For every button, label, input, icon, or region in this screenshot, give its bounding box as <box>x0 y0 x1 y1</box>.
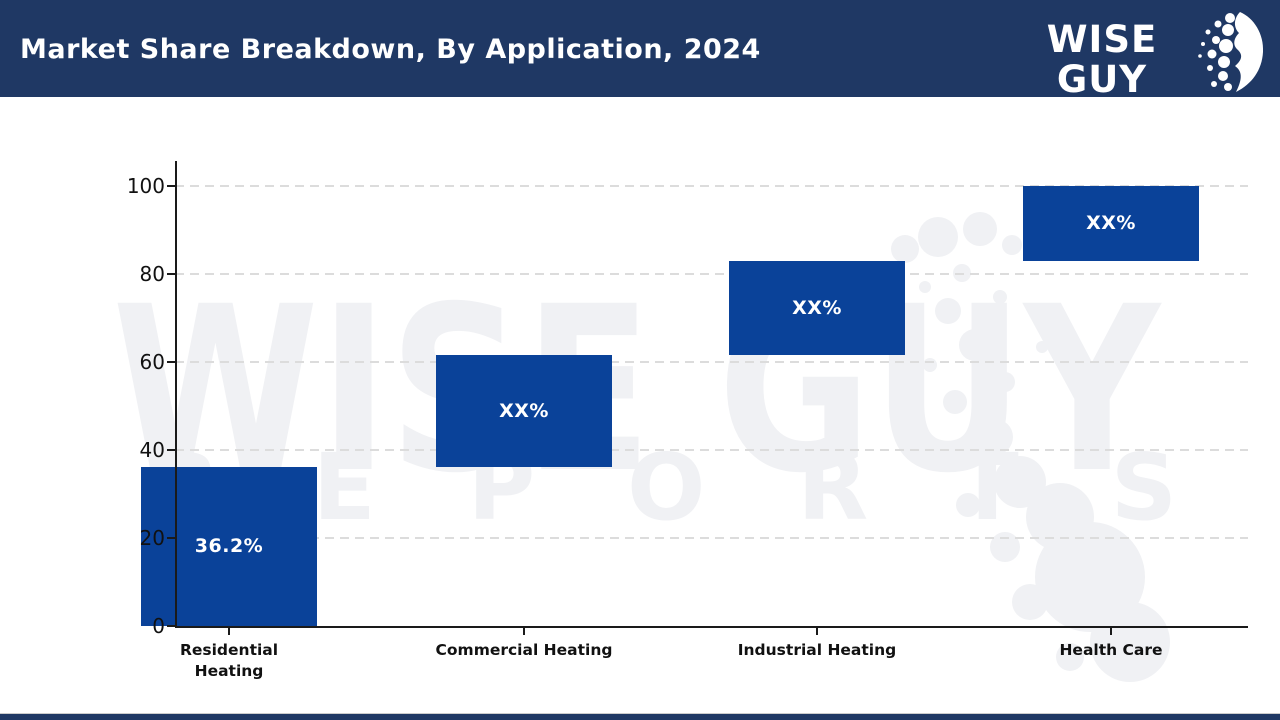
bar-segment-3: XX% <box>729 260 905 355</box>
gridline-100 <box>175 185 1248 187</box>
y-tick-label-100: 100 <box>126 174 165 198</box>
bar-value-label: 36.2% <box>194 535 264 558</box>
y-tick-100 <box>167 185 175 187</box>
bar-value-label: XX% <box>1086 212 1136 235</box>
y-tick-label-60: 60 <box>139 350 165 374</box>
gridline-40 <box>175 449 1248 451</box>
category-label-2: Commercial Heating <box>435 641 613 659</box>
gridline-60 <box>175 361 1248 363</box>
y-tick-20 <box>167 537 175 539</box>
y-tick-label-20: 20 <box>139 526 165 550</box>
y-tick-label-0: 0 <box>152 614 165 638</box>
header-bar: Market Share Breakdown, By Application, … <box>0 0 1280 121</box>
y-tick-label-40: 40 <box>139 438 165 462</box>
y-tick-0 <box>167 625 175 627</box>
x-tick-4 <box>1110 628 1112 635</box>
bar-segment-4: XX% <box>1023 186 1199 261</box>
logo-wordmark: WISE GUY <box>1046 18 1158 101</box>
bar-value-label: XX% <box>792 296 842 319</box>
bar-segment-2: XX% <box>436 354 612 467</box>
bar-value-label: XX% <box>499 399 549 422</box>
category-label-1: Residential Heating <box>179 641 279 680</box>
x-tick-1 <box>228 628 230 635</box>
dotted-face-icon <box>1198 12 1264 92</box>
watermark-dots <box>891 212 1170 682</box>
footer-bar <box>0 713 1280 720</box>
category-label-3: Industrial Heating <box>737 641 897 659</box>
y-tick-label-80: 80 <box>139 262 165 286</box>
logo-text: WISE GUY REPORTS <box>1008 18 1196 122</box>
page-title: Market Share Breakdown, By Application, … <box>20 34 761 65</box>
y-axis-line <box>175 161 177 628</box>
y-tick-60 <box>167 361 175 363</box>
y-tick-80 <box>167 273 175 275</box>
x-axis-line <box>175 626 1248 628</box>
gridline-20 <box>175 537 1248 539</box>
y-tick-40 <box>167 449 175 451</box>
x-tick-3 <box>816 628 818 635</box>
chart-canvas: WISE GUY REPORTS 0 20 40 60 80 100 3 <box>0 97 1280 713</box>
bar-segment-1: 36.2% <box>141 466 317 626</box>
logo-subtitle: REPORTS <box>1038 103 1175 121</box>
wise-guy-logo: WISE GUY REPORTS <box>1008 6 1266 121</box>
category-label-4: Health Care <box>1059 641 1163 659</box>
x-tick-2 <box>523 628 525 635</box>
gridline-80 <box>175 273 1248 275</box>
